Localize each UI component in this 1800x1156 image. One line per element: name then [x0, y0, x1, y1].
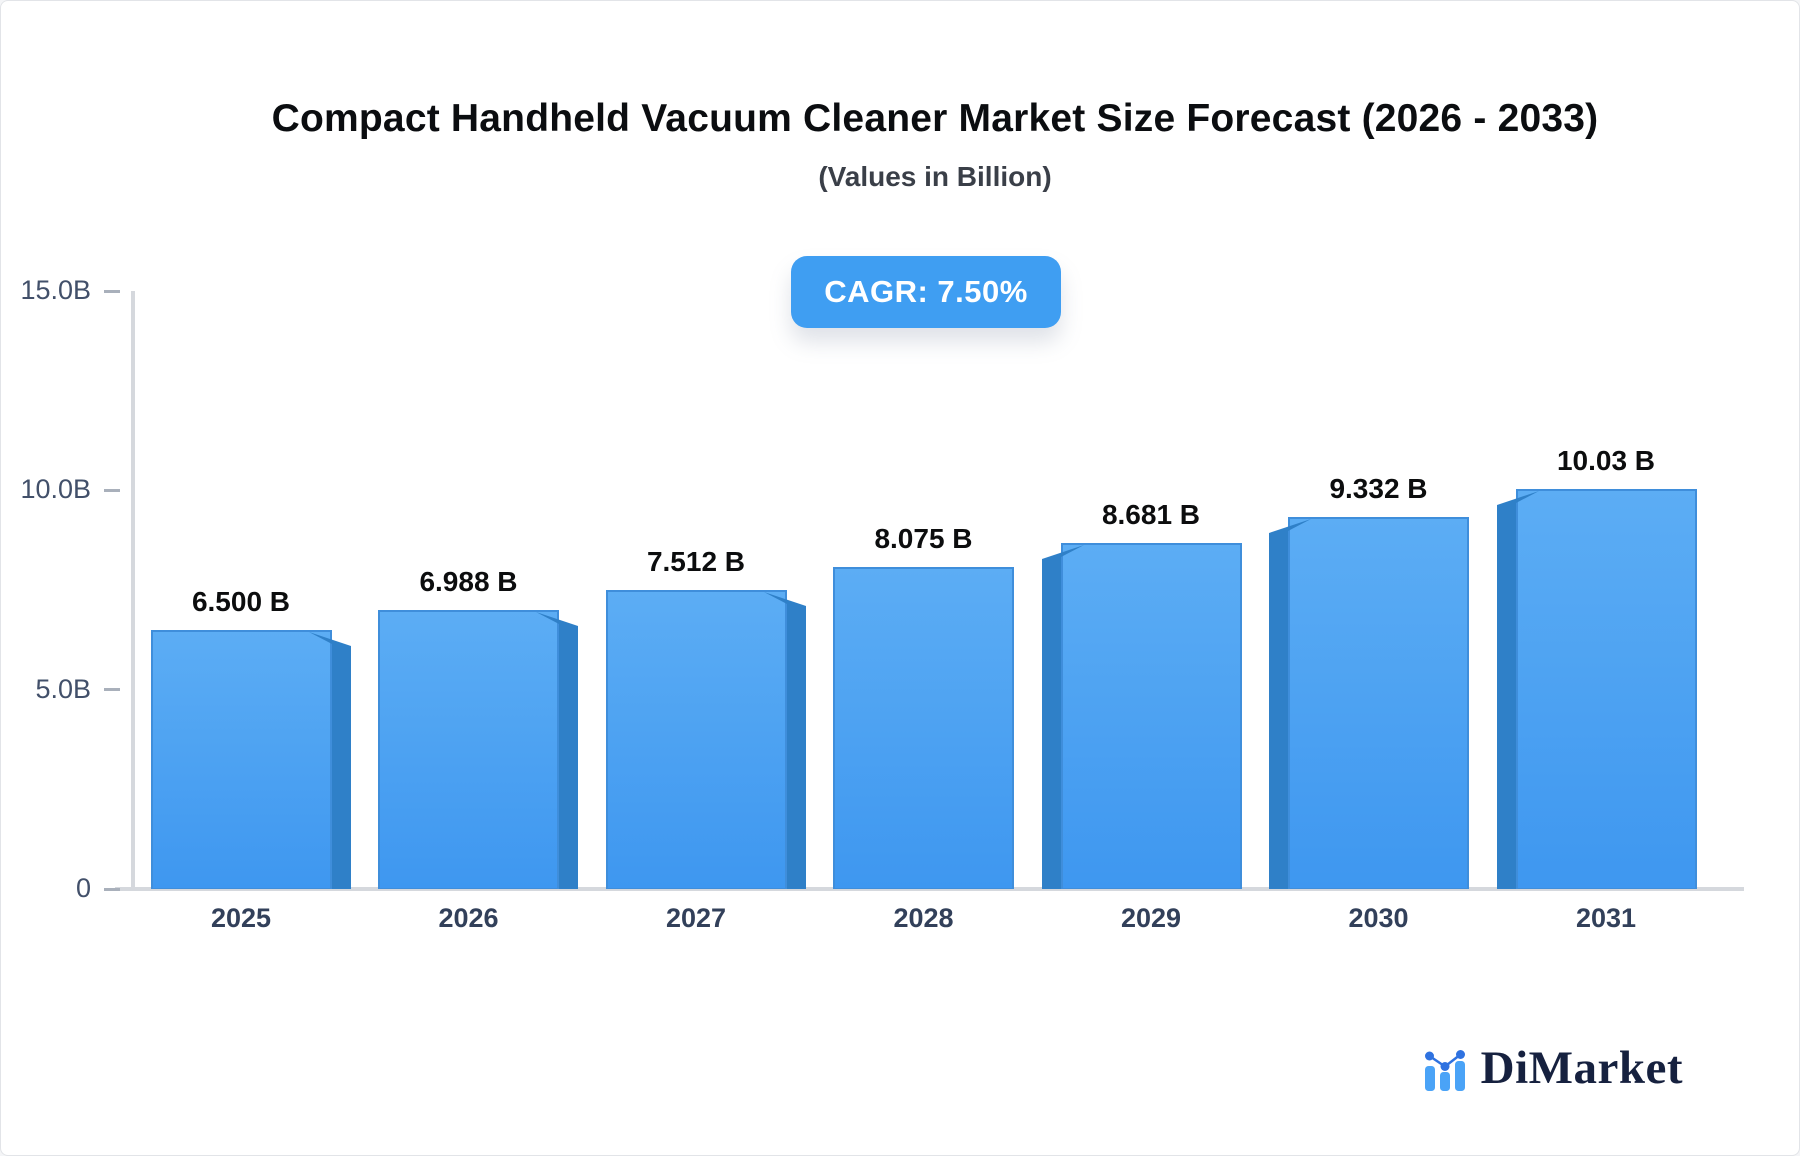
- x-axis-baseline: [115, 887, 1744, 891]
- bar-chart-logo-icon: [1424, 1050, 1465, 1091]
- x-axis-label: 2028: [893, 903, 954, 933]
- y-axis-line: [131, 291, 135, 891]
- bar-value-label: 7.512 B: [646, 546, 746, 577]
- y-axis-tick-mark: [104, 688, 120, 692]
- bar-3d-side: [308, 632, 351, 889]
- y-axis-tick-label: 5.0B: [35, 673, 91, 704]
- bar-value-label: 6.988 B: [419, 566, 518, 597]
- bar-3d-side: [1041, 545, 1084, 889]
- bar-3d-side: [1269, 519, 1311, 889]
- y-axis-tick-label: 10.0B: [20, 474, 91, 505]
- bar-2031: [1496, 489, 1697, 889]
- x-axis-label: 2026: [438, 903, 499, 933]
- x-axis-label: 2031: [1575, 903, 1637, 933]
- bar-2026: [378, 610, 578, 889]
- bar-3d-side: [763, 592, 806, 889]
- x-axis-label: 2029: [1120, 903, 1182, 933]
- brand-logo: DiMarket: [1424, 1042, 1683, 1094]
- bar-value-label: 10.03 B: [1556, 445, 1656, 476]
- bar-2025: [150, 630, 351, 889]
- bar-2027: [605, 590, 806, 889]
- bar-value-label: 8.075 B: [874, 523, 973, 554]
- y-axis-tick-mark: [104, 289, 120, 293]
- bar-3d-side: [1496, 491, 1539, 889]
- bar-value-label: 9.332 B: [1329, 473, 1428, 504]
- bar-2028: [833, 567, 1014, 889]
- cagr-badge-label: CAGR: 7.50%: [824, 274, 1028, 309]
- y-axis-tick-label: 15.0B: [20, 275, 91, 305]
- x-axis-label: 2027: [665, 903, 727, 933]
- chart-subtitle: (Values in Billion): [818, 161, 1052, 192]
- cagr-badge: CAGR: 7.50%: [791, 256, 1061, 328]
- bar-3d-side: [536, 612, 578, 889]
- y-axis-tick-mark: [104, 887, 120, 891]
- y-axis-tick-mark: [104, 488, 120, 492]
- x-axis-label: 2025: [210, 903, 272, 933]
- bar-2029: [1041, 543, 1242, 889]
- bar-value-label: 8.681 B: [1101, 499, 1201, 530]
- bar-2030: [1269, 517, 1469, 889]
- x-axis-label: 2030: [1348, 903, 1409, 933]
- bar-value-label: 6.500 B: [191, 586, 291, 617]
- y-axis-tick-label: 0: [75, 873, 91, 903]
- chart-title: Compact Handheld Vacuum Cleaner Market S…: [271, 97, 1599, 140]
- brand-name: DiMarket: [1480, 1042, 1683, 1094]
